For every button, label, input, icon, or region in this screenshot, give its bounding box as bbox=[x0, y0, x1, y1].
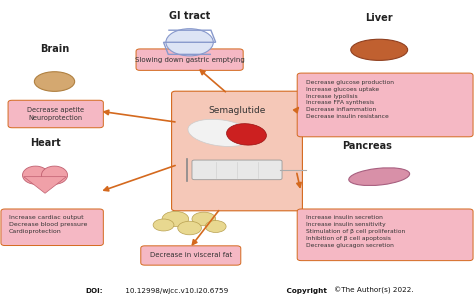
Text: 10.12998/wjcc.v10.i20.6759: 10.12998/wjcc.v10.i20.6759 bbox=[123, 288, 228, 294]
Ellipse shape bbox=[153, 219, 174, 231]
Ellipse shape bbox=[205, 220, 226, 233]
Text: Copyright: Copyright bbox=[284, 288, 330, 294]
FancyBboxPatch shape bbox=[136, 49, 243, 70]
Ellipse shape bbox=[349, 168, 410, 185]
Text: Slowing down gastric emptying: Slowing down gastric emptying bbox=[135, 57, 245, 63]
FancyBboxPatch shape bbox=[1, 209, 103, 246]
Ellipse shape bbox=[22, 166, 48, 184]
Text: Brain: Brain bbox=[40, 44, 69, 54]
Text: Decrease in visceral fat: Decrease in visceral fat bbox=[150, 252, 232, 259]
FancyBboxPatch shape bbox=[8, 100, 103, 128]
Ellipse shape bbox=[188, 119, 253, 146]
Ellipse shape bbox=[178, 221, 201, 235]
Text: Increase insulin secretion
Increase insulin sensitivity
Stimulation of β cell pr: Increase insulin secretion Increase insu… bbox=[306, 215, 405, 248]
Text: Increase cardiac output
Decrease blood pressure
Cardioprotection: Increase cardiac output Decrease blood p… bbox=[9, 215, 87, 234]
FancyBboxPatch shape bbox=[141, 246, 241, 265]
Text: ©The Author(s) 2022.: ©The Author(s) 2022. bbox=[334, 287, 414, 294]
Ellipse shape bbox=[42, 166, 67, 184]
FancyBboxPatch shape bbox=[172, 91, 302, 211]
Text: Liver: Liver bbox=[365, 13, 393, 23]
Text: GI tract: GI tract bbox=[169, 11, 210, 21]
Text: Pancreas: Pancreas bbox=[342, 141, 392, 151]
Polygon shape bbox=[24, 177, 66, 193]
FancyBboxPatch shape bbox=[297, 209, 473, 261]
Text: Heart: Heart bbox=[30, 138, 60, 148]
Text: DOI:: DOI: bbox=[85, 288, 103, 294]
FancyBboxPatch shape bbox=[192, 160, 282, 180]
Ellipse shape bbox=[192, 212, 216, 226]
Text: Decrease apetite
Neuroprotection: Decrease apetite Neuroprotection bbox=[27, 107, 84, 121]
Text: Decrease glucose production
Increase glucoes uptake
Increase lypolisis
Increase : Decrease glucose production Increase glu… bbox=[306, 80, 394, 119]
Ellipse shape bbox=[227, 124, 266, 145]
FancyBboxPatch shape bbox=[297, 73, 473, 137]
Ellipse shape bbox=[34, 72, 75, 91]
Ellipse shape bbox=[166, 29, 213, 56]
Text: Semaglutide: Semaglutide bbox=[208, 106, 266, 115]
Ellipse shape bbox=[162, 211, 189, 226]
Ellipse shape bbox=[351, 39, 408, 60]
